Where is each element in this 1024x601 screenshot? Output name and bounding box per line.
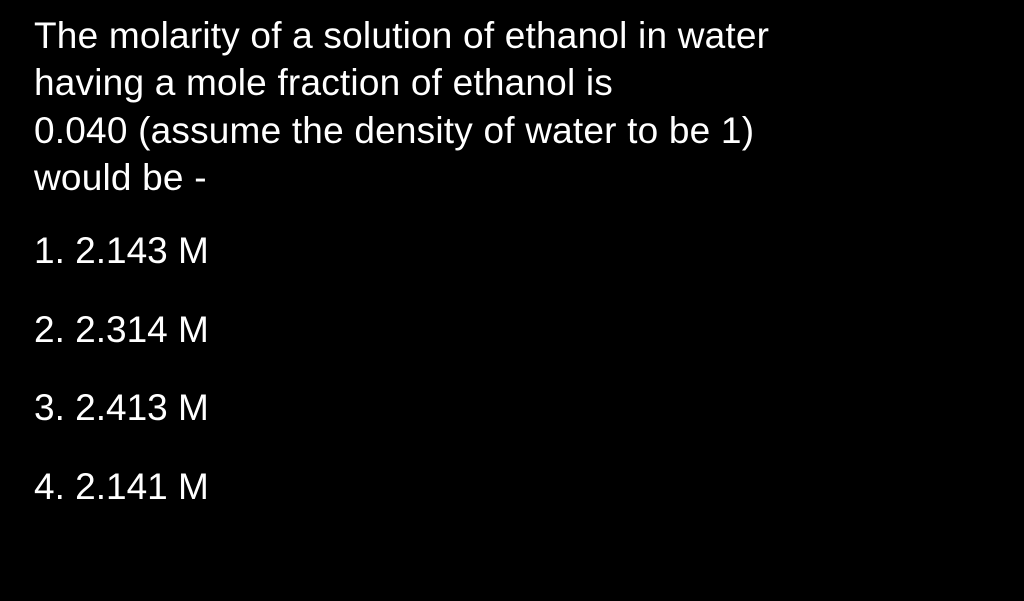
option-number: 2.: [34, 309, 65, 350]
option-number: 3.: [34, 387, 65, 428]
option-4[interactable]: 4. 2.141 M: [34, 465, 1000, 509]
option-number: 1.: [34, 230, 65, 271]
option-text: 2.314 M: [75, 309, 209, 350]
option-2[interactable]: 2. 2.314 M: [34, 308, 1000, 352]
option-text: 2.143 M: [75, 230, 209, 271]
option-text: 2.413 M: [75, 387, 209, 428]
option-3[interactable]: 3. 2.413 M: [34, 386, 1000, 430]
option-1[interactable]: 1. 2.143 M: [34, 229, 1000, 273]
question-line-3: 0.040 (assume the density of water to be…: [34, 110, 754, 151]
question-line-4: would be -: [34, 157, 207, 198]
option-number: 4.: [34, 466, 65, 507]
question-line-1: The molarity of a solution of ethanol in…: [34, 15, 769, 56]
option-text: 2.141 M: [75, 466, 209, 507]
options-list: 1. 2.143 M 2. 2.314 M 3. 2.413 M 4. 2.14…: [34, 229, 1000, 509]
question-container: The molarity of a solution of ethanol in…: [0, 0, 1024, 509]
question-text: The molarity of a solution of ethanol in…: [34, 12, 1000, 201]
question-line-2: having a mole fraction of ethanol is: [34, 62, 613, 103]
